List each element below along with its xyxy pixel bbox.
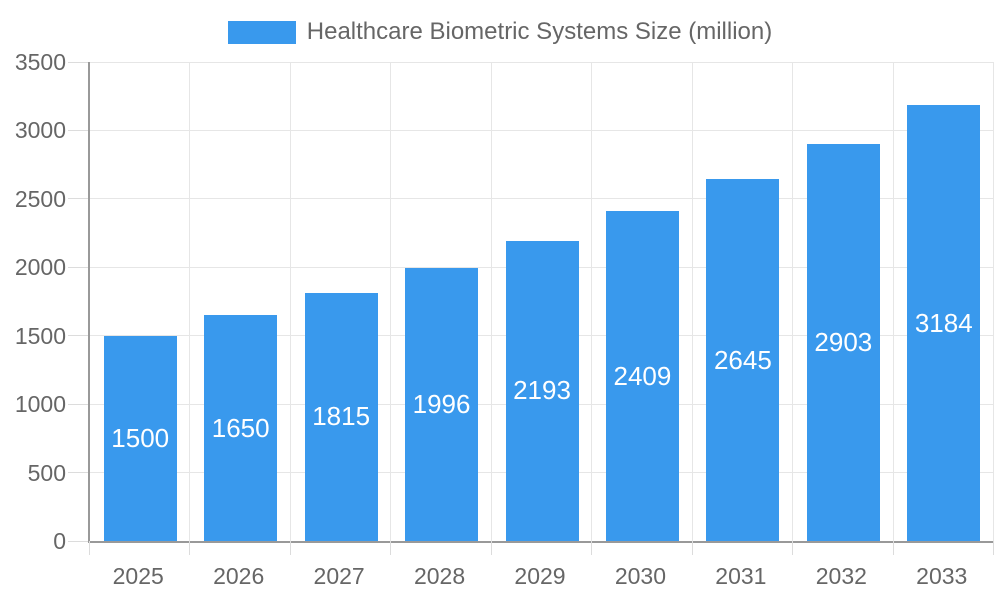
gridline-horizontal	[90, 61, 994, 63]
y-tick-label: 1000	[14, 391, 66, 418]
gridline-horizontal	[90, 198, 994, 200]
bar-value-label: 1996	[412, 388, 471, 419]
y-axis-labels: 0 500 1000 1500 2000 2500 3000 3500	[0, 51, 66, 553]
bar-2025[interactable]: 1500	[103, 335, 177, 541]
gridline-vertical	[390, 62, 392, 541]
y-tick-label: 0	[53, 528, 66, 554]
gridline-vertical	[993, 62, 994, 541]
x-tick-label: 2032	[815, 563, 867, 589]
gridline-vertical	[792, 62, 794, 541]
y-axis-tick	[68, 61, 88, 63]
x-tick-label: 2030	[614, 563, 667, 589]
y-axis-tick	[68, 266, 88, 268]
bar-value-label: 2903	[814, 326, 873, 357]
bar-2032[interactable]: 2903	[806, 143, 880, 541]
legend[interactable]: Healthcare Biometric Systems Size (milli…	[0, 18, 1000, 45]
bar-2030[interactable]: 2409	[605, 211, 679, 541]
bar-value-label: 2193	[513, 375, 571, 406]
gridline-vertical	[691, 62, 693, 541]
bar-2033[interactable]: 3184	[907, 105, 981, 541]
y-tick-label: 500	[27, 459, 66, 486]
x-axis-tick	[490, 541, 492, 555]
bar-2031[interactable]: 2645	[706, 179, 780, 541]
bar-value-label: 1815	[312, 401, 371, 432]
gridline-vertical	[892, 62, 894, 541]
x-axis-tick	[892, 541, 894, 555]
x-axis-tick	[691, 541, 693, 555]
x-axis-tick	[792, 541, 794, 555]
plot-area: 1500 1650 1815 1996 2193 2409 2645 2903 3184	[68, 61, 994, 555]
y-tick-label: 2000	[14, 254, 66, 281]
x-tick-label: 2033	[916, 563, 968, 589]
legend-label: Healthcare Biometric Systems Size (milli…	[306, 18, 773, 45]
bar-value-label: 1650	[211, 412, 270, 443]
gridline-vertical	[189, 62, 191, 541]
y-axis-tick	[68, 129, 88, 131]
bar-value-label: 2409	[613, 360, 672, 391]
y-axis-tick	[68, 403, 88, 405]
gridline-vertical	[591, 62, 593, 541]
y-tick-label: 2500	[14, 185, 66, 212]
x-tick-label: 2029	[514, 563, 566, 589]
x-axis-tick	[390, 541, 392, 555]
bar-value-label: 3184	[914, 307, 973, 338]
x-tick-label: 2028	[413, 563, 466, 589]
x-axis-tick	[993, 541, 994, 555]
x-tick-label: 2025	[112, 563, 164, 589]
gridline-horizontal	[90, 129, 994, 131]
y-axis-tick	[68, 198, 88, 200]
y-axis-tick	[68, 472, 88, 474]
y-axis-tick	[68, 335, 88, 337]
x-tick-label: 2027	[313, 563, 365, 589]
x-axis-tick	[289, 541, 291, 555]
x-tick-label: 2026	[213, 563, 265, 589]
y-tick-label: 1500	[14, 322, 66, 349]
x-axis-tick	[591, 541, 593, 555]
y-tick-label: 3500	[14, 49, 66, 75]
y-tick-label: 3000	[14, 117, 66, 144]
bar-2026[interactable]: 1650	[204, 315, 278, 541]
bar-2027[interactable]: 1815	[304, 292, 378, 541]
bar-value-label: 2645	[713, 344, 772, 375]
gridline-vertical	[490, 62, 492, 541]
x-axis-tick	[189, 541, 191, 555]
gridline-vertical	[289, 62, 291, 541]
legend-swatch-icon	[227, 20, 296, 44]
y-axis-tick	[68, 540, 88, 542]
x-axis-tick	[89, 541, 90, 555]
bar-2028[interactable]: 1996	[405, 267, 479, 541]
x-tick-label: 2031	[715, 563, 767, 589]
bar-2029[interactable]: 2193	[505, 240, 579, 541]
bar-value-label: 1500	[111, 422, 170, 453]
